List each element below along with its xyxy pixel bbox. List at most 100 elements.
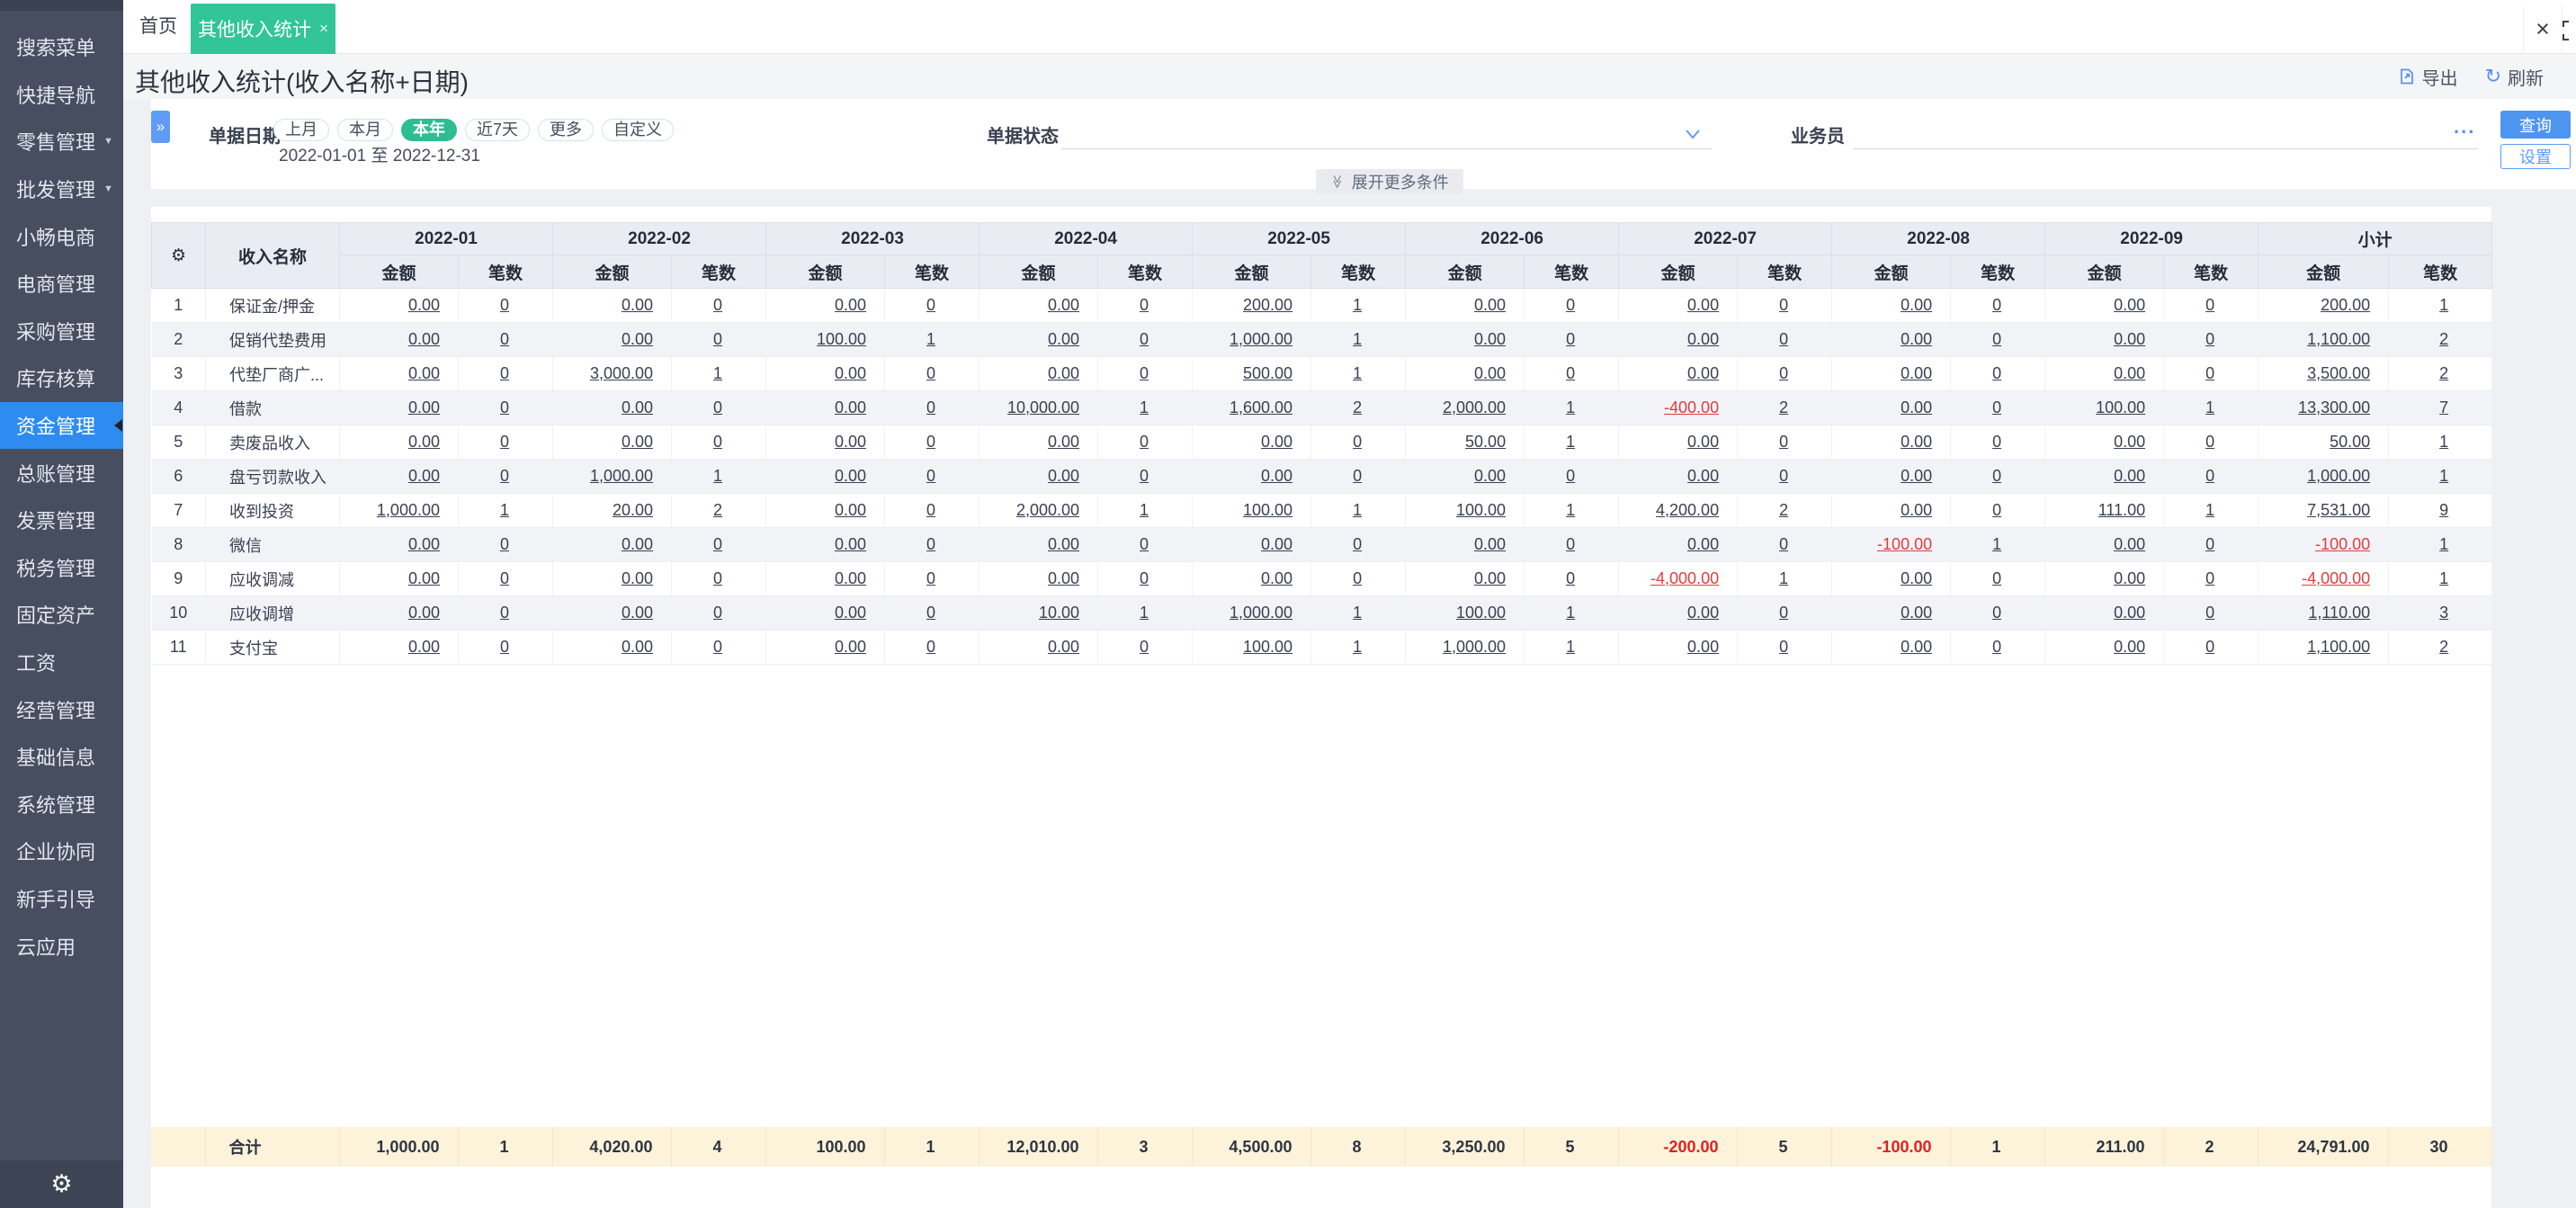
amount-link[interactable]: 0.00 bbox=[407, 569, 440, 587]
amount-link[interactable]: 0.00 bbox=[834, 569, 867, 587]
date-pill[interactable]: 本年 bbox=[401, 119, 457, 141]
count-link[interactable]: 0 bbox=[1992, 467, 2002, 485]
amount-link[interactable]: 1,000.00 bbox=[376, 501, 440, 519]
count-link[interactable]: 1 bbox=[2205, 398, 2215, 416]
amount-link[interactable]: 0.00 bbox=[1474, 364, 1507, 382]
count-link[interactable]: 0 bbox=[500, 535, 510, 553]
count-link[interactable]: 0 bbox=[713, 604, 723, 622]
amount-link[interactable]: 0.00 bbox=[1901, 330, 1933, 348]
fullscreen-icon[interactable] bbox=[2563, 5, 2576, 52]
sidebar-item[interactable]: 批发管理 ▼ bbox=[0, 166, 123, 213]
amount-link[interactable]: 0.00 bbox=[407, 433, 440, 451]
amount-link[interactable]: 0.00 bbox=[1048, 569, 1080, 587]
export-button[interactable]: 导出 bbox=[2398, 64, 2458, 90]
count-link[interactable]: 0 bbox=[1140, 467, 1149, 485]
amount-link[interactable]: 0.00 bbox=[1261, 467, 1293, 485]
amount-link[interactable]: -100.00 bbox=[2315, 535, 2371, 553]
amount-link[interactable]: 0.00 bbox=[1261, 433, 1293, 451]
count-link[interactable]: 0 bbox=[1140, 364, 1149, 382]
refresh-button[interactable]: ↻ 刷新 bbox=[2485, 64, 2544, 90]
amount-link[interactable]: 0.00 bbox=[1901, 501, 1933, 519]
count-link[interactable]: 0 bbox=[1779, 467, 1789, 485]
amount-link[interactable]: 0.00 bbox=[1901, 467, 1933, 485]
count-link[interactable]: 0 bbox=[500, 638, 510, 656]
expand-more-conditions-button[interactable]: ≫ 展开更多条件 bbox=[1316, 169, 1463, 194]
amount-link[interactable]: 1,100.00 bbox=[2307, 638, 2371, 656]
sidebar-item[interactable]: 企业协同 bbox=[0, 828, 123, 875]
sidebar-item[interactable]: 电商管理 bbox=[0, 260, 123, 308]
sidebar-item[interactable]: 搜索菜单 bbox=[0, 23, 123, 71]
count-link[interactable]: 1 bbox=[1140, 501, 1149, 519]
amount-link[interactable]: 100.00 bbox=[1456, 501, 1507, 519]
sidebar-item[interactable]: 总账管理 bbox=[0, 449, 123, 497]
amount-link[interactable]: 0.00 bbox=[834, 398, 867, 416]
amount-link[interactable]: 0.00 bbox=[1261, 569, 1293, 587]
count-link[interactable]: 0 bbox=[500, 330, 510, 348]
count-link[interactable]: 0 bbox=[2205, 330, 2215, 348]
count-link[interactable]: 0 bbox=[1566, 330, 1576, 348]
amount-link[interactable]: 1,000.00 bbox=[1229, 604, 1293, 622]
count-link[interactable]: 2 bbox=[1779, 398, 1789, 416]
amount-link[interactable]: 0.00 bbox=[1048, 535, 1080, 553]
count-link[interactable]: 0 bbox=[713, 398, 723, 416]
count-link[interactable]: 1 bbox=[1779, 569, 1789, 587]
count-link[interactable]: 1 bbox=[1353, 364, 1363, 382]
count-link[interactable]: 1 bbox=[926, 330, 936, 348]
count-link[interactable]: 1 bbox=[1353, 638, 1363, 656]
count-link[interactable]: 0 bbox=[926, 296, 936, 314]
sidebar-item[interactable]: 库存核算 bbox=[0, 354, 123, 402]
amount-link[interactable]: 0.00 bbox=[834, 433, 867, 451]
count-link[interactable]: 0 bbox=[1566, 535, 1576, 553]
amount-link[interactable]: 0.00 bbox=[834, 364, 867, 382]
date-pill[interactable]: 本月 bbox=[337, 119, 393, 141]
count-link[interactable]: 0 bbox=[500, 569, 510, 587]
count-link[interactable]: 0 bbox=[926, 467, 936, 485]
date-pill[interactable]: 近7天 bbox=[465, 119, 531, 141]
amount-link[interactable]: 1,000.00 bbox=[1443, 638, 1507, 656]
amount-link[interactable]: 0.00 bbox=[1687, 604, 1720, 622]
count-link[interactable]: 0 bbox=[500, 398, 510, 416]
amount-link[interactable]: 1,600.00 bbox=[1229, 398, 1293, 416]
amount-link[interactable]: 1,000.00 bbox=[589, 467, 654, 485]
count-link[interactable]: 1 bbox=[713, 364, 723, 382]
sidebar-item[interactable]: 工资 bbox=[0, 639, 123, 686]
amount-link[interactable]: 500.00 bbox=[1243, 364, 1293, 382]
sidebar-item[interactable]: 云应用 bbox=[0, 922, 123, 970]
tab-other-income-statistics[interactable]: 其他收入统计 × bbox=[191, 4, 335, 54]
amount-link[interactable]: 0.00 bbox=[1048, 364, 1080, 382]
amount-link[interactable]: 1,000.00 bbox=[2307, 467, 2371, 485]
amount-link[interactable]: 0.00 bbox=[621, 433, 654, 451]
amount-link[interactable]: 0.00 bbox=[1687, 638, 1720, 656]
count-link[interactable]: 1 bbox=[1992, 535, 2002, 553]
amount-link[interactable]: 200.00 bbox=[2321, 296, 2371, 314]
count-link[interactable]: 0 bbox=[713, 330, 723, 348]
amount-link[interactable]: 0.00 bbox=[1048, 296, 1080, 314]
amount-link[interactable]: 0.00 bbox=[834, 535, 867, 553]
amount-link[interactable]: 0.00 bbox=[1901, 398, 1933, 416]
count-link[interactable]: 2 bbox=[2439, 330, 2449, 348]
table-settings-gear-icon[interactable]: ⚙ bbox=[151, 222, 206, 289]
count-link[interactable]: 0 bbox=[2205, 604, 2215, 622]
count-link[interactable]: 0 bbox=[1992, 569, 2002, 587]
amount-link[interactable]: 200.00 bbox=[1243, 296, 1293, 314]
date-pill[interactable]: 上月 bbox=[273, 119, 329, 141]
count-link[interactable]: 9 bbox=[2439, 501, 2449, 519]
count-link[interactable]: 0 bbox=[926, 433, 936, 451]
amount-link[interactable]: 0.00 bbox=[1474, 330, 1507, 348]
close-icon[interactable]: × bbox=[2523, 5, 2563, 52]
count-link[interactable]: 0 bbox=[500, 433, 510, 451]
tab-close-icon[interactable]: × bbox=[319, 20, 328, 37]
date-pill[interactable]: 更多 bbox=[538, 119, 595, 141]
count-link[interactable]: 0 bbox=[2205, 467, 2215, 485]
count-link[interactable]: 1 bbox=[1353, 501, 1363, 519]
amount-link[interactable]: 0.00 bbox=[407, 467, 440, 485]
count-link[interactable]: 1 bbox=[1353, 604, 1363, 622]
date-pill[interactable]: 自定义 bbox=[602, 119, 675, 141]
count-link[interactable]: 0 bbox=[1992, 330, 2002, 348]
amount-link[interactable]: 0.00 bbox=[1901, 569, 1933, 587]
date-range-value[interactable]: 2022-01-01 至 2022-12-31 bbox=[279, 147, 480, 166]
settings-gear-icon[interactable]: ⚙ bbox=[50, 1170, 73, 1197]
count-link[interactable]: 0 bbox=[713, 296, 723, 314]
count-link[interactable]: 1 bbox=[1353, 296, 1363, 314]
amount-link[interactable]: 10.00 bbox=[1039, 604, 1080, 622]
